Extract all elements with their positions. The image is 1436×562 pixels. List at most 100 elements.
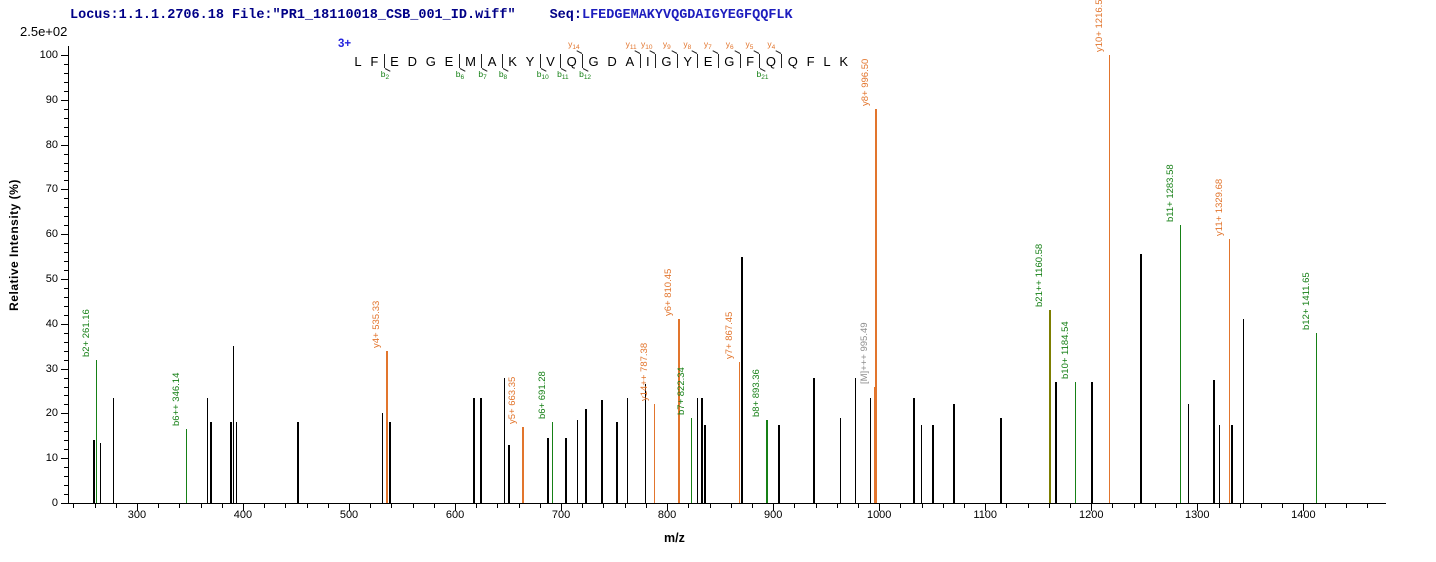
seq-value: LFEDGEMAKYVQGDAIGYEGFQQFLK bbox=[581, 8, 793, 23]
spectrum-peak bbox=[230, 422, 232, 503]
spectrum-peak bbox=[1231, 424, 1233, 503]
x-tick bbox=[327, 504, 329, 508]
fragment-divider: y7 bbox=[704, 40, 719, 68]
spectrum-peak bbox=[99, 442, 102, 503]
x-axis-line bbox=[68, 503, 1386, 504]
residue: A bbox=[487, 54, 497, 69]
x-tick bbox=[539, 504, 541, 508]
b-ion-label: b6 bbox=[455, 69, 465, 82]
spectrum-peak bbox=[920, 424, 923, 503]
precursor-charge-label: 3+ bbox=[338, 38, 352, 50]
x-tick bbox=[624, 504, 626, 508]
x-tick bbox=[518, 504, 520, 508]
y-tick bbox=[64, 261, 68, 263]
x-tick bbox=[1112, 504, 1114, 508]
b-ion-label: b2 bbox=[380, 69, 390, 82]
spectrum-peak bbox=[93, 440, 95, 503]
locus-file-text: Locus:1.1.1.2706.18 File:"PR1_18110018_C… bbox=[70, 8, 516, 23]
x-tick bbox=[709, 504, 711, 508]
y-tick-label: 40 bbox=[45, 317, 58, 330]
x-tick bbox=[645, 504, 647, 508]
peak-label: b11+ 1283.58 bbox=[1164, 164, 1176, 223]
spectrum-peak bbox=[508, 444, 510, 503]
peak-label: b21++ 1160.58 bbox=[1034, 244, 1046, 308]
x-tick bbox=[455, 504, 457, 511]
spectrum-peak bbox=[206, 397, 209, 503]
x-tick-label: 1200 bbox=[1079, 509, 1104, 521]
spectrum-peak bbox=[601, 399, 603, 503]
x-tick bbox=[1366, 504, 1368, 508]
x-tick bbox=[751, 504, 753, 508]
x-tick bbox=[264, 504, 266, 508]
x-tick bbox=[688, 504, 690, 508]
peak-label: y14++ 787.38 bbox=[638, 343, 650, 402]
residue: F bbox=[806, 54, 815, 69]
y-tick-label: 60 bbox=[45, 228, 58, 241]
y-tick bbox=[61, 234, 68, 236]
residue: I bbox=[646, 54, 650, 69]
annotated-peak bbox=[690, 417, 693, 503]
x-tick bbox=[667, 504, 669, 511]
x-tick-label: 1300 bbox=[1185, 509, 1210, 521]
spectrum-peak bbox=[626, 397, 629, 503]
spectrum-peak bbox=[1091, 382, 1093, 503]
x-tick-label: 600 bbox=[445, 509, 465, 521]
fragment-divider: y11 bbox=[626, 40, 641, 68]
x-tick bbox=[412, 504, 414, 508]
x-tick-label: 1100 bbox=[973, 509, 998, 521]
x-tick bbox=[836, 504, 838, 508]
y-tick bbox=[64, 90, 68, 92]
spectrum-peak bbox=[839, 417, 842, 503]
spectrum-peak bbox=[235, 422, 238, 503]
x-tick bbox=[730, 504, 732, 508]
y-tick bbox=[61, 368, 68, 370]
spectrum-peak bbox=[813, 377, 815, 503]
y-tick bbox=[64, 153, 68, 155]
peak-label: y5+ 663.35 bbox=[507, 376, 519, 424]
x-tick bbox=[179, 504, 181, 508]
fragment-divider: b7 bbox=[478, 54, 488, 81]
spectrum-peak bbox=[616, 422, 618, 503]
header-line: Locus:1.1.1.2706.18 File:"PR1_18110018_C… bbox=[70, 8, 793, 23]
y-tick bbox=[64, 207, 68, 209]
peak-label: b6++ 346.14 bbox=[170, 372, 182, 427]
spectrum-peak bbox=[565, 438, 567, 503]
fragment-divider: y4 bbox=[767, 40, 783, 68]
spectrum-peak bbox=[112, 397, 115, 503]
fragment-divider: y5 b21 bbox=[745, 40, 768, 82]
peak-label: y7+ 867.45 bbox=[723, 311, 735, 359]
peak-label: b2+ 261.16 bbox=[80, 308, 92, 357]
y-tick-label: 50 bbox=[45, 273, 58, 285]
y-tick bbox=[64, 314, 68, 316]
x-tick bbox=[879, 504, 881, 511]
x-tick bbox=[242, 504, 244, 511]
peak-label: y4+ 535.33 bbox=[371, 300, 383, 348]
spectrum-peak bbox=[576, 420, 579, 503]
y-tick bbox=[64, 162, 68, 164]
x-tick bbox=[794, 504, 796, 508]
y-tick bbox=[61, 279, 68, 280]
y-tick bbox=[64, 395, 68, 397]
y-tick bbox=[64, 377, 68, 379]
y-tick bbox=[64, 404, 68, 406]
annotated-peak bbox=[875, 108, 877, 503]
x-tick bbox=[115, 504, 117, 508]
annotated-peak bbox=[551, 422, 554, 503]
b-ion-label: b8 bbox=[498, 69, 508, 82]
x-tick-label: 400 bbox=[233, 509, 253, 521]
annotated-peak bbox=[766, 420, 768, 503]
x-tick-label: 500 bbox=[339, 509, 359, 521]
x-tick-label: 900 bbox=[763, 509, 783, 521]
fragment-divider: b11 bbox=[557, 54, 569, 81]
y-tick-label: 10 bbox=[45, 452, 58, 465]
fragment-divider: y10 bbox=[641, 40, 657, 68]
spectrum-peak bbox=[644, 384, 647, 503]
residue: L bbox=[354, 54, 362, 69]
x-tick bbox=[1303, 504, 1305, 511]
y-tick bbox=[64, 81, 68, 83]
x-tick bbox=[1027, 504, 1029, 508]
spectrum-peak bbox=[389, 422, 391, 503]
peak-label: b6+ 691.28 bbox=[536, 371, 548, 420]
y-tick bbox=[64, 440, 68, 442]
